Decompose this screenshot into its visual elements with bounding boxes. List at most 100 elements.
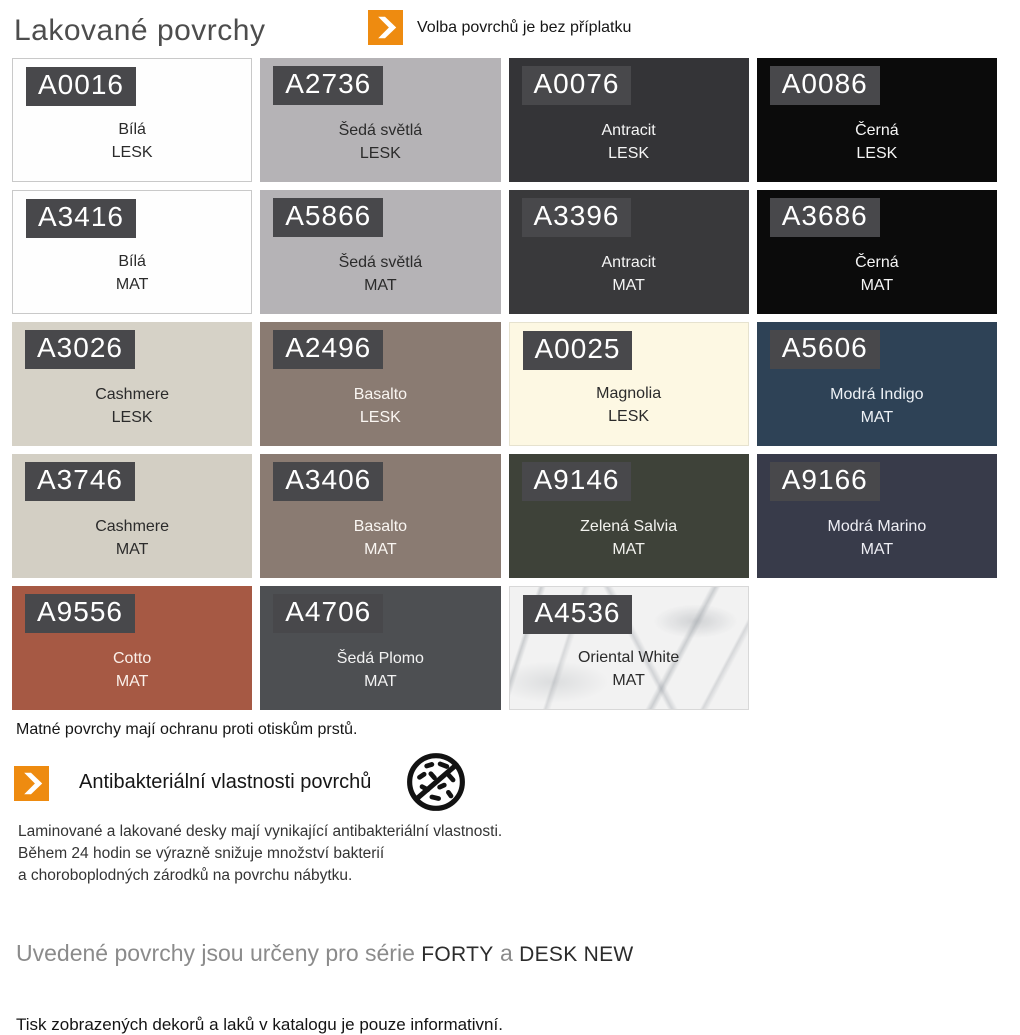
swatch-finish: MAT	[860, 277, 894, 294]
swatch-finish: MAT	[612, 541, 645, 558]
series-note: Uvedené povrchy jsou určeny pro série FO…	[16, 940, 1008, 967]
series-name-desk-new: DESK NEW	[519, 943, 634, 966]
swatch-name: Černá	[855, 122, 899, 139]
swatch-code-badge: A9556	[25, 594, 135, 633]
catalog-page: Lakované povrchy Volba povrchů je bez př…	[12, 10, 1008, 1034]
swatch-finish: LESK	[608, 145, 650, 162]
swatch-code-badge: A4536	[522, 595, 633, 634]
swatch-finish: MAT	[860, 409, 894, 426]
swatch-labels: Bílá LESK	[13, 118, 251, 181]
swatch-labels: Antracit LESK	[509, 119, 749, 182]
swatch-name: Magnolia	[596, 385, 662, 402]
swatch-card: A9556 Cotto MAT	[12, 586, 253, 710]
series-name-forty: FORTY	[421, 943, 494, 966]
swatch-code-badge: A5866	[273, 198, 384, 237]
swatch-grid: A0016 Bílá LESK A2736 Šedá světlá LESK A…	[12, 58, 997, 710]
swatch-card: A3396 Antracit MAT	[508, 190, 749, 314]
swatch-name: Černá	[855, 254, 899, 271]
swatch-code-badge: A2496	[273, 330, 384, 369]
swatch-name: Cashmere	[95, 386, 170, 403]
swatch-labels: Černá MAT	[757, 251, 997, 314]
swatch-labels: Basalto LESK	[260, 383, 500, 446]
swatch-finish: MAT	[612, 672, 645, 689]
swatch-name: Antracit	[601, 254, 656, 271]
swatch-code-badge: A3396	[521, 198, 632, 237]
antibacterial-heading-row: Antibakteriální vlastnosti povrchů	[14, 751, 1008, 813]
swatch-code-badge: A0076	[521, 66, 632, 105]
swatch-finish: LESK	[111, 409, 153, 426]
swatch-code-badge: A3416	[26, 199, 136, 238]
antibacterial-heading: Antibakteriální vlastnosti povrchů	[79, 770, 372, 793]
swatch-code-badge: A9166	[769, 462, 880, 501]
no-surcharge-label: Volba povrchů je bez příplatku	[417, 18, 632, 36]
swatch-code-badge: A3686	[769, 198, 880, 237]
swatch-finish: MAT	[860, 541, 894, 558]
orange-chevron-icon	[368, 10, 403, 45]
swatch-finish: LESK	[608, 408, 650, 425]
swatch-labels: Modrá Marino MAT	[757, 515, 997, 578]
swatch-code-badge: A9146	[521, 462, 632, 501]
swatch-card: A2736 Šedá světlá LESK	[260, 58, 501, 182]
swatch-card: A0016 Bílá LESK	[12, 58, 253, 182]
swatch-name: Basalto	[353, 386, 408, 403]
swatch-code-badge: A5606	[769, 330, 880, 369]
swatch-labels: Šedá světlá MAT	[260, 251, 500, 314]
swatch-labels: Antracit MAT	[509, 251, 749, 314]
page-title: Lakované povrchy	[14, 14, 266, 47]
swatch-labels: Cashmere LESK	[12, 383, 252, 446]
swatch-name: Bílá	[118, 121, 146, 138]
swatch-labels: Oriental White MAT	[510, 646, 748, 709]
swatch-card: A3026 Cashmere LESK	[12, 322, 253, 446]
swatch-card: A0025 Magnolia LESK	[508, 322, 749, 446]
swatch-card: A3406 Basalto MAT	[260, 454, 501, 578]
swatch-code-badge: A0016	[26, 67, 136, 106]
swatch-labels: Bílá MAT	[13, 250, 251, 313]
swatch-code-badge: A0025	[522, 331, 633, 370]
paragraph-line: a choroboplodných zárodků na povrchu náb…	[18, 867, 353, 884]
orange-chevron-icon	[14, 765, 49, 801]
swatch-card: A4706 Šedá Plomo MAT	[260, 586, 501, 710]
footer-disclaimer: Tisk zobrazených dekorů a laků v katalog…	[16, 1015, 503, 1034]
swatch-code-badge: A0086	[769, 66, 880, 105]
swatch-card: A3686 Černá MAT	[756, 190, 997, 314]
swatch-name: Šedá Plomo	[336, 650, 424, 667]
swatch-code-badge: A3746	[25, 462, 135, 501]
swatch-card: A0076 Antracit LESK	[508, 58, 749, 182]
swatch-finish: MAT	[115, 276, 149, 293]
swatch-name: Modrá Indigo	[830, 386, 924, 403]
swatch-labels: Šedá světlá LESK	[260, 119, 500, 182]
swatch-labels: Modrá Indigo MAT	[757, 383, 997, 446]
swatch-name: Šedá světlá	[338, 122, 423, 139]
swatch-name: Zelená Salvia	[580, 518, 678, 535]
swatch-finish: LESK	[856, 145, 898, 162]
swatch-card: A9166 Modrá Marino MAT	[756, 454, 997, 578]
swatch-code-badge: A2736	[273, 66, 384, 105]
no-bacteria-icon	[407, 753, 466, 811]
swatch-finish: MAT	[364, 541, 397, 558]
swatch-name: Šedá světlá	[338, 254, 423, 271]
swatch-card: A0086 Černá LESK	[756, 58, 997, 182]
swatch-code-badge: A3406	[273, 462, 384, 501]
swatch-name: Cashmere	[95, 518, 170, 535]
swatch-labels: Zelená Salvia MAT	[509, 515, 749, 578]
swatch-finish: LESK	[111, 144, 153, 161]
series-note-prefix: Uvedené povrchy jsou určeny pro série	[16, 940, 415, 966]
swatch-finish: LESK	[359, 409, 401, 426]
swatch-name: Modrá Marino	[827, 518, 927, 535]
swatch-name: Oriental White	[577, 649, 680, 666]
matte-protection-note: Matné povrchy mají ochranu proti otiskům…	[16, 721, 358, 738]
no-surcharge-note: Volba povrchů je bez příplatku	[368, 10, 631, 45]
swatch-labels: Basalto MAT	[260, 515, 500, 578]
swatch-labels: Magnolia LESK	[510, 382, 748, 445]
paragraph-line: Laminované a lakované desky mají vynikaj…	[18, 823, 503, 840]
swatch-finish: MAT	[115, 541, 149, 558]
swatch-code-badge: A3026	[25, 330, 135, 369]
swatch-code-badge: A4706	[273, 594, 384, 633]
swatch-finish: LESK	[359, 145, 401, 162]
swatch-card: A2496 Basalto LESK	[260, 322, 501, 446]
swatch-name: Bílá	[118, 253, 146, 270]
swatch-finish: MAT	[364, 277, 397, 294]
swatch-labels: Šedá Plomo MAT	[260, 647, 500, 710]
swatch-card: A3746 Cashmere MAT	[12, 454, 253, 578]
swatch-card: A3416 Bílá MAT	[12, 190, 253, 314]
